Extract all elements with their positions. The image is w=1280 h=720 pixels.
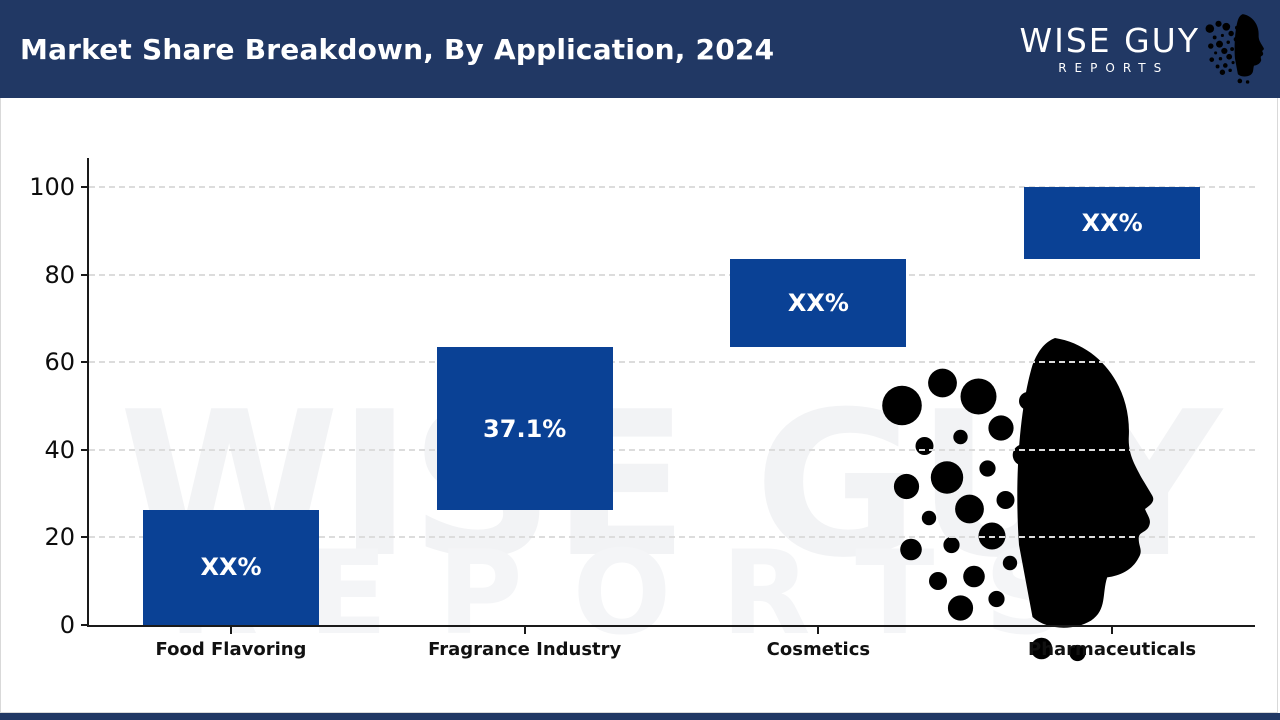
x-tick-label: Food Flavoring [155, 639, 307, 660]
x-tick-mark [230, 627, 232, 634]
y-tick-mark [81, 361, 88, 364]
gridline [89, 361, 1255, 364]
footer-bar [0, 713, 1280, 720]
page-title: Market Share Breakdown, By Application, … [20, 32, 775, 66]
bar: XX% [143, 509, 319, 625]
y-tick-label: 0 [59, 611, 75, 639]
bar-value-label: XX% [200, 553, 262, 582]
gridline [89, 186, 1255, 188]
x-tick-mark [523, 627, 526, 634]
y-tick-label: 60 [44, 348, 75, 377]
chart-canvas: WISE GUY REPORTS 0 20 40 60 80 100 Food Flavor… [0, 98, 1278, 713]
bar: XX% [1024, 187, 1201, 260]
brand-face-icon [1204, 9, 1266, 89]
bar: 37.1% [436, 347, 613, 510]
brand-name: WISE GUY [1019, 21, 1200, 60]
x-tick-mark [817, 627, 820, 634]
brand-logo-text: WISE GUY REPORTS [1019, 24, 1200, 74]
y-tick-label: 40 [44, 435, 75, 464]
x-tick-label: Cosmetics [766, 639, 871, 660]
y-tick-mark [81, 273, 88, 276]
x-axis-line [87, 625, 1255, 627]
y-tick-label: 100 [29, 173, 75, 201]
header-bar: Market Share Breakdown, By Application, … [0, 0, 1280, 98]
bar-value-label: XX% [1081, 209, 1143, 238]
y-tick-mark [81, 624, 88, 626]
gridline [89, 536, 1255, 539]
x-tick-label: Pharmaceuticals [1028, 639, 1197, 660]
bar: XX% [730, 259, 907, 348]
y-tick-label: 20 [44, 523, 75, 552]
bar-value-label: XX% [787, 289, 849, 318]
y-tick-mark [81, 186, 88, 188]
y-tick-mark [81, 536, 88, 539]
bar-value-label: 37.1% [483, 414, 567, 443]
x-tick-label: Fragrance Industry [428, 639, 622, 660]
gridline [89, 273, 1255, 276]
y-tick-label: 80 [44, 260, 75, 289]
y-tick-mark [81, 448, 88, 451]
brand-logo: WISE GUY REPORTS [1019, 0, 1266, 98]
brand-subtitle: REPORTS [1058, 61, 1170, 75]
x-tick-mark [1111, 627, 1114, 634]
y-axis-line [87, 158, 89, 627]
gridline [89, 448, 1255, 451]
